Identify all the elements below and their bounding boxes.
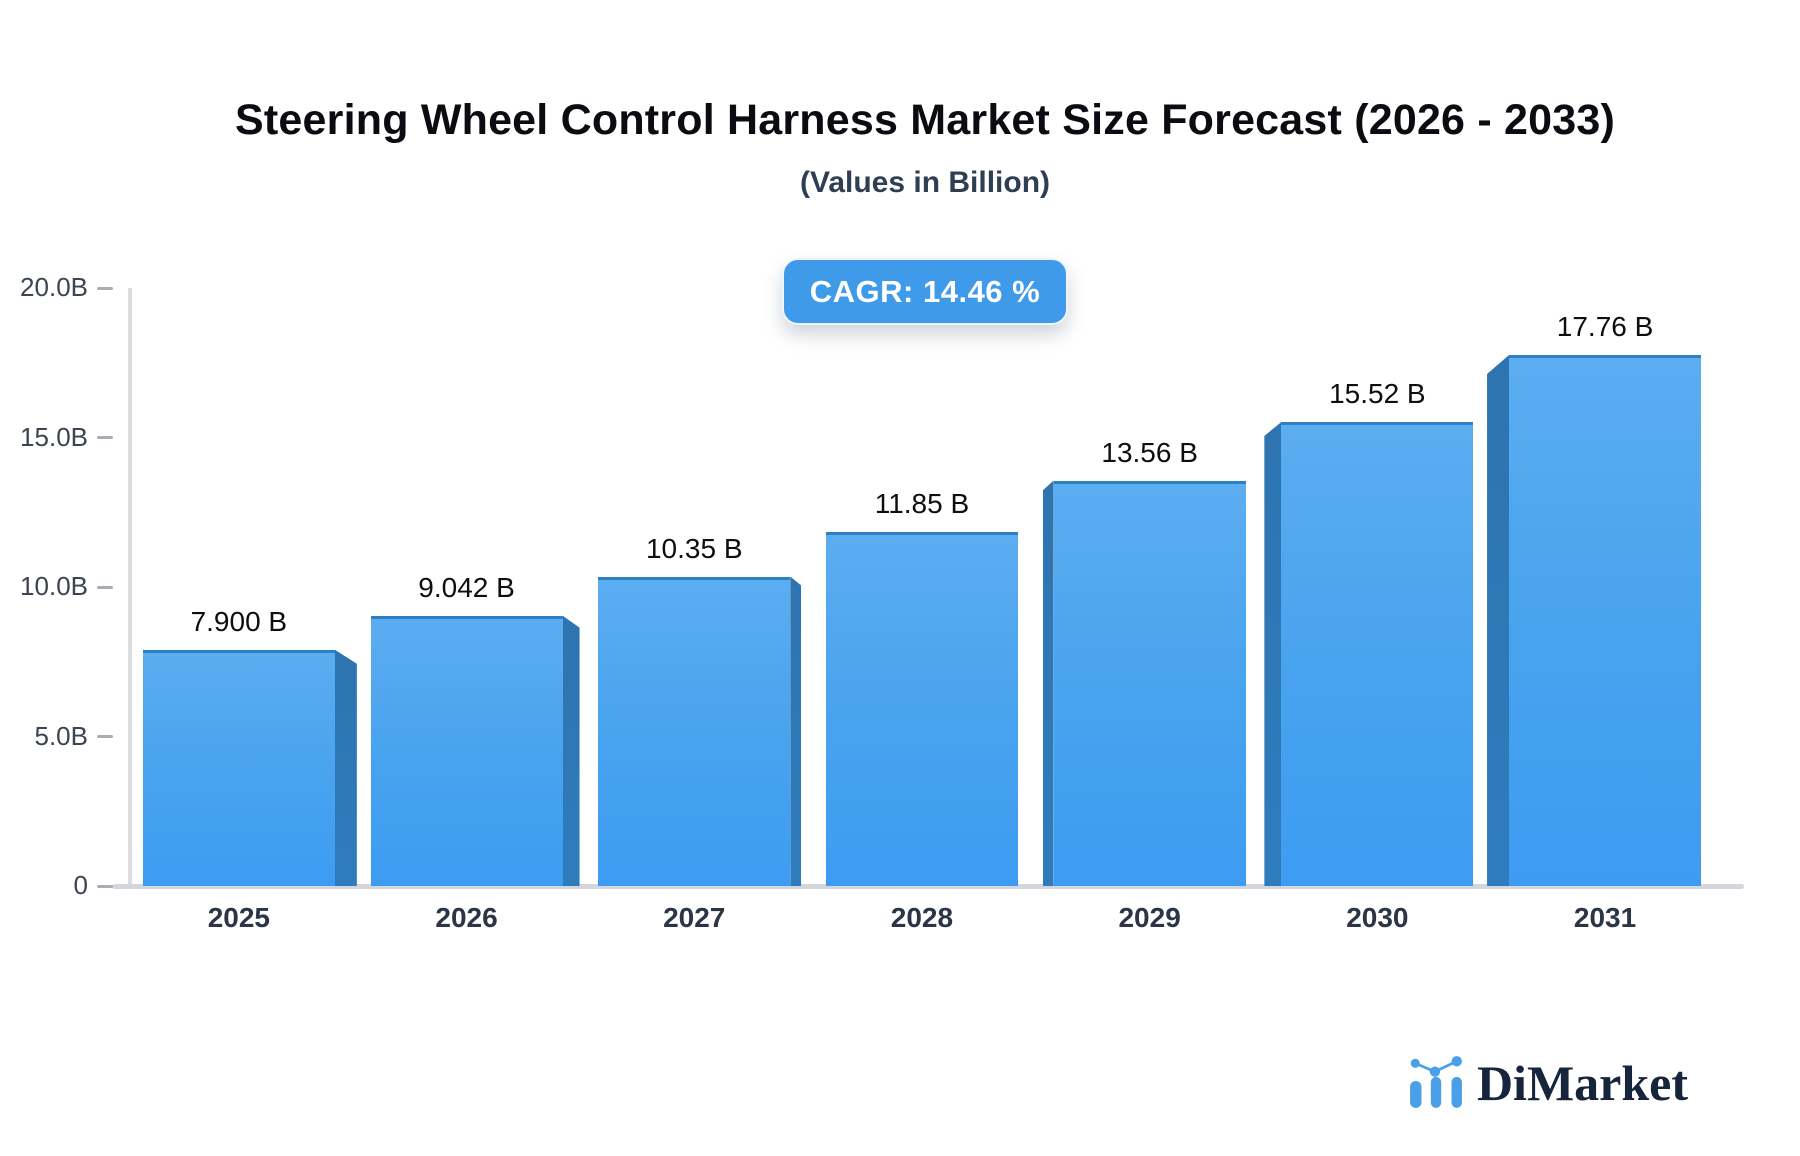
- bar-3d-side: [1264, 421, 1282, 886]
- bar-3d-side: [790, 576, 802, 886]
- bar-2029: [1053, 480, 1246, 886]
- bar-value-label: 7.900 B: [190, 605, 288, 637]
- bar-2028: [825, 531, 1018, 886]
- bar-2030: [1281, 421, 1474, 886]
- page-title: Steering Wheel Control Harness Market Si…: [235, 96, 1615, 144]
- bar-2031: [1509, 354, 1702, 886]
- bar-line-chart-icon: [1410, 1056, 1462, 1108]
- bar-3d-side: [334, 649, 357, 886]
- y-tick-label: 15.0B: [20, 421, 88, 452]
- y-tick-mark: [97, 735, 113, 738]
- y-tick-label: 5.0B: [34, 720, 89, 751]
- bar-value-label: 13.56 B: [1101, 436, 1198, 468]
- x-axis-label-2025: 2025: [207, 902, 270, 933]
- y-tick-label: 0: [73, 870, 88, 900]
- cagr-badge-label: CAGR: 14.46 %: [809, 273, 1041, 309]
- x-axis-label-2027: 2027: [663, 902, 726, 933]
- bar-value-label: 15.52 B: [1329, 377, 1426, 409]
- y-axis-line: [128, 288, 132, 886]
- bar-3d-side: [562, 615, 580, 886]
- brand-name: DiMarket: [1476, 1055, 1688, 1111]
- y-tick-mark: [97, 436, 113, 439]
- y-tick-mark: [97, 286, 113, 290]
- y-tick-label: 20.0B: [20, 272, 88, 302]
- bar-2025: [142, 649, 335, 886]
- bar-3d-side: [1487, 354, 1510, 886]
- x-axis-label-2030: 2030: [1346, 902, 1409, 933]
- page-subtitle: (Values in Billion): [799, 166, 1051, 199]
- bar-value-label: 17.76 B: [1556, 310, 1654, 342]
- brand-logo: DiMarket: [1408, 1056, 1688, 1108]
- cagr-badge: CAGR: 14.46 %: [782, 258, 1068, 325]
- bar-3d-side: [1042, 480, 1054, 886]
- x-axis-label-2028: 2028: [890, 902, 954, 933]
- bar-value-label: 11.85 B: [874, 487, 970, 519]
- y-tick-mark: [97, 585, 113, 589]
- x-axis-label-2026: 2026: [435, 902, 498, 933]
- bar-2026: [370, 615, 563, 886]
- bar-value-label: 10.35 B: [645, 532, 743, 564]
- bar-2027: [598, 576, 791, 886]
- y-tick-mark: [97, 884, 113, 888]
- y-tick-label: 10.0B: [20, 571, 88, 601]
- bar-value-label: 9.042 B: [418, 571, 515, 603]
- x-axis-baseline: [112, 884, 1744, 889]
- x-axis-label-2029: 2029: [1118, 902, 1181, 933]
- x-axis-label-2031: 2031: [1573, 902, 1637, 933]
